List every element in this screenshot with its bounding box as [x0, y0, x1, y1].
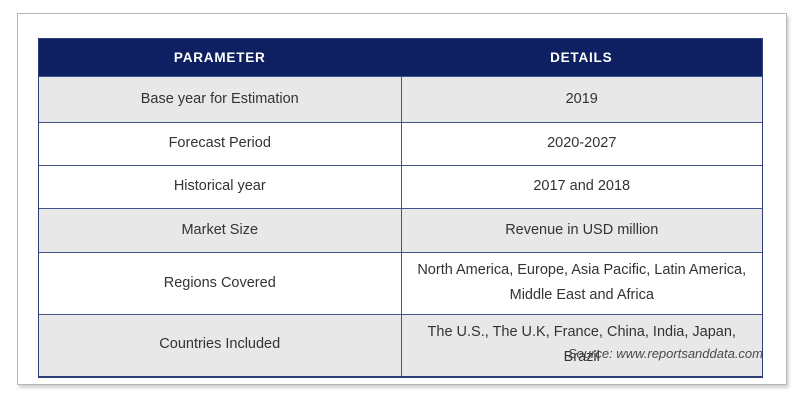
cell-details: 2020-2027: [400, 123, 763, 165]
cell-parameter: Regions Covered: [163, 274, 276, 291]
table-row: Historical year 2017 and 2018: [39, 165, 762, 208]
table-row: Countries Included The U.S., The U.K, Fr…: [39, 313, 763, 376]
cell-parameter: Countries Included: [159, 336, 281, 353]
report-scope-card: PARAMETER DETAILS Base year for Estimati…: [17, 13, 787, 385]
cell-details: 2017 and 2018: [400, 166, 763, 208]
cell-details: 2019: [400, 77, 763, 122]
cell-parameter: Market Size: [181, 221, 259, 238]
header-cell-parameter: PARAMETER: [173, 50, 266, 65]
table-row: Regions Covered North America, Europe, A…: [39, 252, 762, 314]
cell-details: North America, Europe, Asia Pacific, Lat…: [400, 253, 763, 314]
table-row: Base year for Estimation 2019: [39, 76, 762, 122]
header-cell-details: DETAILS: [550, 50, 613, 65]
table-row: Market Size Revenue in USD million: [39, 208, 762, 252]
table-row: Forecast Period 2020-2027: [39, 122, 762, 165]
table-header-row: PARAMETER DETAILS: [39, 39, 762, 76]
report-scope-table: PARAMETER DETAILS Base year for Estimati…: [38, 38, 763, 378]
cell-parameter: Forecast Period: [168, 135, 271, 152]
cell-details: The U.S., The U.K, France, China, India,…: [400, 314, 763, 376]
source-attribution: Source: www.reportsanddata.com: [567, 346, 763, 361]
cell-parameter: Historical year: [173, 178, 266, 195]
cell-parameter: Base year for Estimation: [140, 90, 299, 107]
cell-details: Revenue in USD million: [400, 209, 763, 252]
